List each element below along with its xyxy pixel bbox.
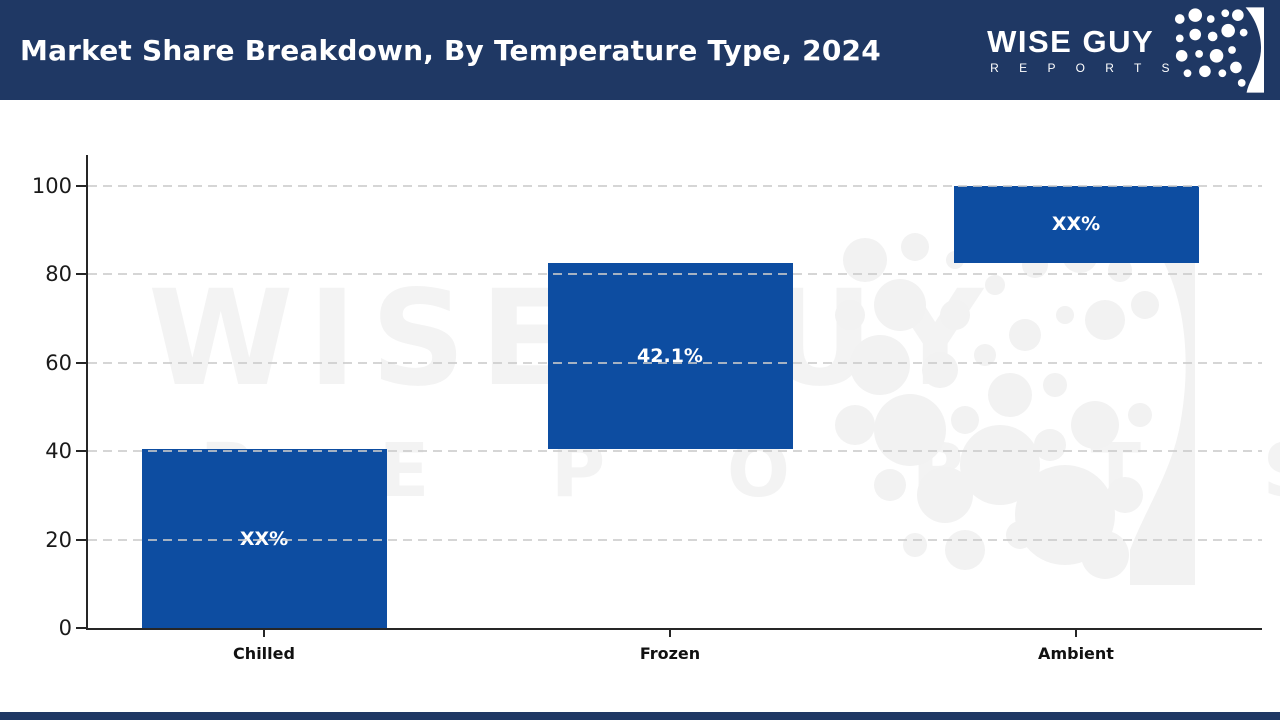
- bar-ambient: XX%: [953, 186, 1199, 263]
- brand-logo-text: WISE GUY R E P O R T S: [987, 26, 1178, 75]
- bar-value-label: 42.1%: [637, 344, 703, 367]
- y-tick-mark-60: [76, 361, 86, 364]
- gridline-100: [88, 185, 1262, 187]
- brand-subtitle: R E P O R T S: [990, 60, 1178, 75]
- gridline-80: [88, 273, 1262, 276]
- chart-title: Market Share Breakdown, By Temperature T…: [20, 33, 881, 67]
- gridline-20: [88, 538, 1262, 541]
- y-tick-mark-20: [76, 538, 86, 541]
- bar-value-label: XX%: [1051, 213, 1101, 236]
- x-tick-mark-frozen: [669, 628, 671, 637]
- y-tick-mark-40: [76, 450, 86, 453]
- plot-area: 0 20 40 60 80 100 XX% Chilled 42.1% Frozen XX% Ambi…: [32, 155, 1262, 663]
- y-tick-label-40: 40: [45, 439, 72, 464]
- bar-frozen: 42.1%: [547, 262, 793, 449]
- y-tick-mark-80: [76, 273, 86, 276]
- gridline-60: [88, 361, 1262, 364]
- bar-value-label: XX%: [239, 527, 289, 550]
- y-tick-label-60: 60: [45, 350, 72, 375]
- x-tick-label-frozen: Frozen: [639, 644, 701, 663]
- y-axis-line: [86, 155, 88, 630]
- dotted-face-icon: [1174, 7, 1264, 93]
- x-tick-label-ambient: Ambient: [1038, 644, 1114, 663]
- y-tick-label-20: 20: [45, 527, 72, 552]
- y-tick-label-100: 100: [31, 174, 72, 198]
- brand-wordmark: WISE GUY: [987, 23, 1155, 59]
- x-axis-line: [86, 628, 1262, 630]
- bar-chilled: XX%: [141, 449, 387, 628]
- y-tick-mark-0: [76, 627, 86, 629]
- header-band: Market Share Breakdown, By Temperature T…: [0, 0, 1280, 100]
- y-tick-label-0: 0: [58, 616, 72, 640]
- x-tick-mark-chilled: [263, 628, 265, 637]
- x-tick-label-chilled: Chilled: [233, 644, 295, 663]
- brand-logo: WISE GUY R E P O R T S: [987, 4, 1264, 96]
- y-tick-label-80: 80: [45, 262, 72, 287]
- y-tick-mark-100: [76, 185, 86, 187]
- footer-band: [0, 712, 1280, 720]
- x-tick-mark-ambient: [1075, 628, 1077, 637]
- gridline-40: [88, 450, 1262, 453]
